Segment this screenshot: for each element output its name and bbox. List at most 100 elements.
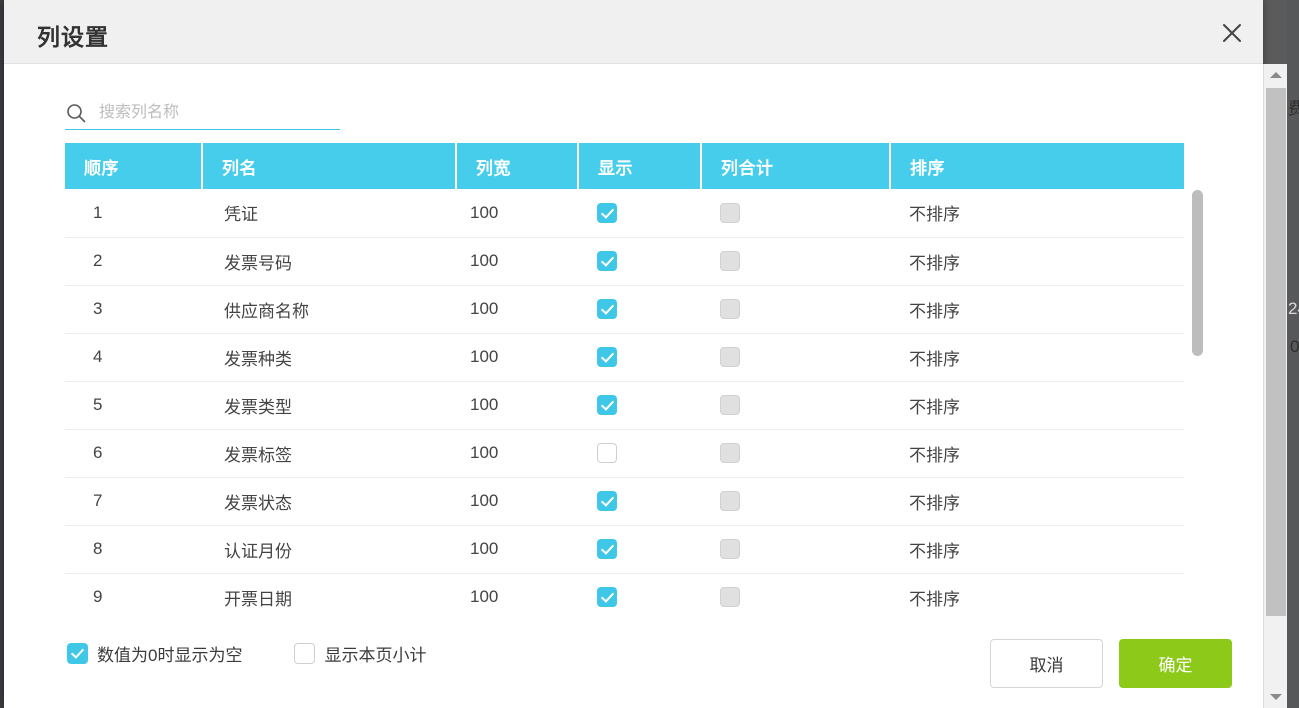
option-zero-as-blank-checkbox[interactable]: [67, 643, 88, 664]
cell-column-width: 100: [456, 429, 578, 478]
show-checkbox[interactable]: [597, 539, 617, 560]
window-scrollbar[interactable]: [1263, 64, 1287, 708]
table-header-row: 顺序 列名 列宽 显示 列合计 排序: [65, 143, 1184, 189]
cell-order: 1: [65, 189, 202, 238]
column-total-checkbox: [720, 587, 740, 608]
background-text-fee: 费: [1288, 100, 1299, 117]
cell-total: [701, 189, 890, 238]
show-checkbox[interactable]: [597, 203, 617, 223]
dialog-title-bar: 列设置: [4, 0, 1263, 64]
column-header-sort: 排序: [890, 143, 1184, 189]
table-row[interactable]: 4 发票种类 100 不排序: [65, 333, 1184, 382]
table-scrollbar-thumb[interactable]: [1192, 190, 1203, 356]
cell-total: [701, 477, 890, 526]
scroll-up-arrow-icon[interactable]: [1264, 64, 1288, 86]
table-row[interactable]: 2 发票号码 100 不排序: [65, 237, 1184, 286]
column-header-total: 列合计: [701, 143, 891, 189]
cell-order: 8: [65, 525, 202, 574]
table-scrollbar-track[interactable]: [1192, 186, 1204, 616]
show-checkbox[interactable]: [597, 347, 617, 368]
cell-column-name: 发票号码: [202, 237, 456, 286]
cell-column-width: 100: [456, 285, 578, 334]
cell-sort: 不排序: [890, 189, 1184, 238]
table-row[interactable]: 9 开票日期 100 不排序: [65, 573, 1184, 620]
close-icon[interactable]: [1214, 15, 1250, 51]
cell-show[interactable]: [578, 237, 701, 286]
option-page-subtotal-checkbox[interactable]: [294, 643, 316, 664]
search-field[interactable]: [65, 96, 340, 130]
show-checkbox[interactable]: [597, 491, 617, 512]
dialog-actions: 取消 确定: [990, 639, 1232, 688]
table-header: 顺序 列名 列宽 显示 列合计 排序: [65, 143, 1184, 189]
cell-column-width: 100: [456, 237, 578, 286]
cell-sort: 不排序: [890, 237, 1184, 286]
cell-column-width: 100: [456, 333, 578, 382]
column-total-checkbox: [720, 443, 740, 464]
show-checkbox[interactable]: [597, 443, 617, 464]
scroll-down-arrow-icon[interactable]: [1264, 686, 1288, 708]
show-checkbox[interactable]: [597, 587, 617, 608]
background-left-edge: [0, 0, 4, 708]
table-row[interactable]: 8 认证月份 100 不排序: [65, 525, 1184, 574]
cell-total: [701, 429, 890, 478]
cell-total: [701, 237, 890, 286]
cell-order: 4: [65, 333, 202, 382]
cell-total: [701, 525, 890, 574]
column-settings-dialog: 列设置 顺序 列名: [4, 0, 1263, 708]
footer-options: 数值为0时显示为空 显示本页小计: [67, 641, 426, 666]
cell-column-name: 认证月份: [202, 525, 456, 574]
cell-show[interactable]: [578, 477, 701, 526]
cell-sort: 不排序: [890, 333, 1184, 382]
cell-column-width: 100: [456, 189, 578, 238]
cell-sort: 不排序: [890, 573, 1184, 620]
table-row[interactable]: 6 发票标签 100 不排序: [65, 429, 1184, 478]
table-row[interactable]: 5 发票类型 100 不排序: [65, 381, 1184, 430]
cell-order: 6: [65, 429, 202, 478]
cell-column-name: 发票类型: [202, 381, 456, 430]
search-input[interactable]: [91, 97, 340, 128]
table-row[interactable]: 3 供应商名称 100 不排序: [65, 285, 1184, 334]
cell-show[interactable]: [578, 429, 701, 478]
cell-column-width: 100: [456, 381, 578, 430]
option-page-subtotal[interactable]: 显示本页小计: [294, 641, 426, 666]
option-zero-as-blank-label: 数值为0时显示为空: [97, 646, 243, 665]
show-checkbox[interactable]: [597, 299, 617, 320]
column-header-show: 显示: [578, 143, 702, 189]
cell-show[interactable]: [578, 333, 701, 382]
column-header-width: 列宽: [456, 143, 579, 189]
option-page-subtotal-label: 显示本页小计: [324, 646, 427, 665]
cell-show[interactable]: [578, 189, 701, 238]
column-header-name: 列名: [202, 143, 457, 189]
column-total-checkbox: [720, 395, 740, 416]
cell-total: [701, 285, 890, 334]
background-text-0: 0: [1290, 338, 1299, 355]
option-zero-as-blank[interactable]: 数值为0时显示为空: [67, 641, 242, 666]
column-total-checkbox: [720, 299, 740, 320]
table-row[interactable]: 1 凭证 100 不排序: [65, 189, 1184, 238]
show-checkbox[interactable]: [597, 251, 617, 272]
cell-column-name: 发票状态: [202, 477, 456, 526]
cell-column-name: 发票标签: [202, 429, 456, 478]
cell-show[interactable]: [578, 573, 701, 620]
column-total-checkbox: [720, 203, 740, 223]
cell-column-width: 100: [456, 477, 578, 526]
column-header-order: 顺序: [65, 143, 203, 189]
cell-sort: 不排序: [890, 285, 1184, 334]
show-checkbox[interactable]: [597, 395, 617, 416]
cell-show[interactable]: [578, 381, 701, 430]
page-title: 列设置: [37, 24, 109, 50]
column-total-checkbox: [720, 539, 740, 560]
search-icon: [65, 102, 91, 124]
table-row[interactable]: 7 发票状态 100 不排序: [65, 477, 1184, 526]
cancel-button[interactable]: 取消: [990, 639, 1103, 688]
cell-total: [701, 573, 890, 620]
column-total-checkbox: [720, 347, 740, 368]
background-right-edge: [1287, 0, 1299, 708]
cell-show[interactable]: [578, 525, 701, 574]
cell-column-width: 100: [456, 573, 578, 620]
confirm-button[interactable]: 确定: [1119, 639, 1232, 688]
cell-order: 5: [65, 381, 202, 430]
cell-show[interactable]: [578, 285, 701, 334]
columns-table: 顺序 列名 列宽 显示 列合计 排序 1 凭证 100 不排序 2 发票号码 100 不排序 3…: [65, 143, 1184, 620]
window-scrollbar-thumb[interactable]: [1266, 88, 1286, 616]
